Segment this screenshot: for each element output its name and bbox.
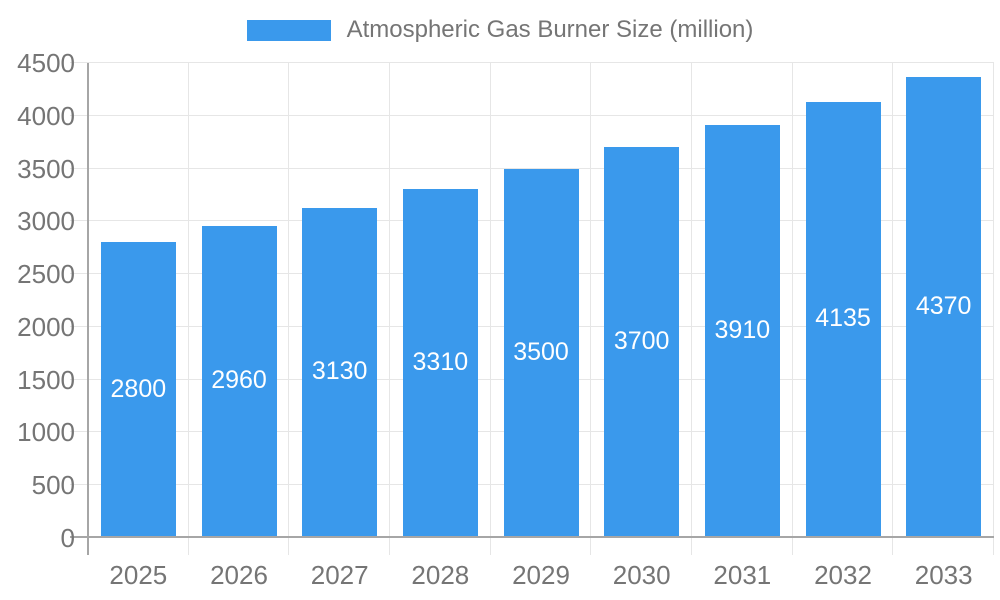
x-tick-label: 2031 — [713, 560, 772, 590]
bar-value-label: 3500 — [513, 337, 569, 366]
y-tick-label: 1000 — [17, 417, 75, 448]
y-tick-label: 2500 — [17, 259, 75, 290]
gridline-vertical — [489, 63, 491, 555]
y-tick-label: 3500 — [17, 153, 75, 184]
bar-value-label: 3310 — [412, 347, 469, 376]
bar[interactable]: 2960 — [201, 225, 277, 536]
x-tick-label: 2029 — [512, 560, 570, 590]
bar-value-label: 4370 — [915, 291, 972, 320]
bar-value-label: 2800 — [110, 374, 167, 403]
y-tick-label: 2000 — [17, 311, 75, 342]
bar-value-label: 4135 — [815, 304, 871, 333]
gridline-vertical — [993, 63, 994, 555]
x-tick-label: 2032 — [814, 560, 872, 590]
x-tick-label: 2033 — [914, 560, 973, 590]
gridline-vertical — [892, 63, 894, 555]
x-tick-label: 2028 — [411, 560, 470, 590]
bar-value-label: 3910 — [714, 316, 771, 345]
legend-swatch — [246, 19, 331, 41]
x-tick-label: 2030 — [612, 560, 671, 590]
bar-value-label: 3130 — [311, 357, 368, 386]
gridline-vertical — [288, 63, 290, 555]
gridline-horizontal — [70, 167, 994, 169]
x-tick-label: 2027 — [310, 560, 369, 590]
bar-value-label: 2960 — [211, 366, 267, 395]
gridline-vertical — [590, 63, 592, 555]
legend-label: Atmospheric Gas Burner Size (million) — [346, 16, 754, 43]
bar[interactable]: 3130 — [302, 207, 378, 536]
gridline-vertical — [791, 63, 793, 555]
bar[interactable]: 3700 — [604, 147, 680, 536]
bar[interactable]: 2800 — [100, 242, 176, 536]
bar[interactable]: 3310 — [402, 188, 478, 536]
gridline-vertical — [389, 63, 390, 555]
y-tick-label: 0 — [60, 523, 75, 553]
gridline-vertical — [691, 63, 692, 555]
bar[interactable]: 3910 — [704, 125, 780, 536]
gridline-horizontal — [70, 62, 994, 63]
y-tick-label: 4000 — [17, 100, 75, 131]
bar[interactable]: 4135 — [805, 101, 881, 536]
gridline-vertical — [187, 63, 189, 555]
x-axis-line — [70, 536, 994, 538]
y-axis-line — [87, 63, 89, 555]
y-tick-label: 3000 — [17, 206, 75, 237]
bar-value-label: 3700 — [613, 327, 670, 356]
gridline-horizontal — [70, 114, 994, 116]
x-tick-label: 2026 — [210, 560, 268, 590]
plot-area: 2800 2960 3130 3310 3500 3700 3910 4135 4370 — [70, 62, 994, 555]
legend-item[interactable]: Atmospheric Gas Burner Size (million) — [0, 16, 1000, 44]
y-tick-label: 500 — [31, 470, 75, 501]
bar[interactable]: 4370 — [906, 76, 982, 536]
bar[interactable]: 3500 — [503, 168, 579, 536]
y-tick-label: 4500 — [17, 48, 75, 78]
y-tick-label: 1500 — [17, 364, 75, 395]
x-tick-label: 2025 — [109, 560, 168, 590]
